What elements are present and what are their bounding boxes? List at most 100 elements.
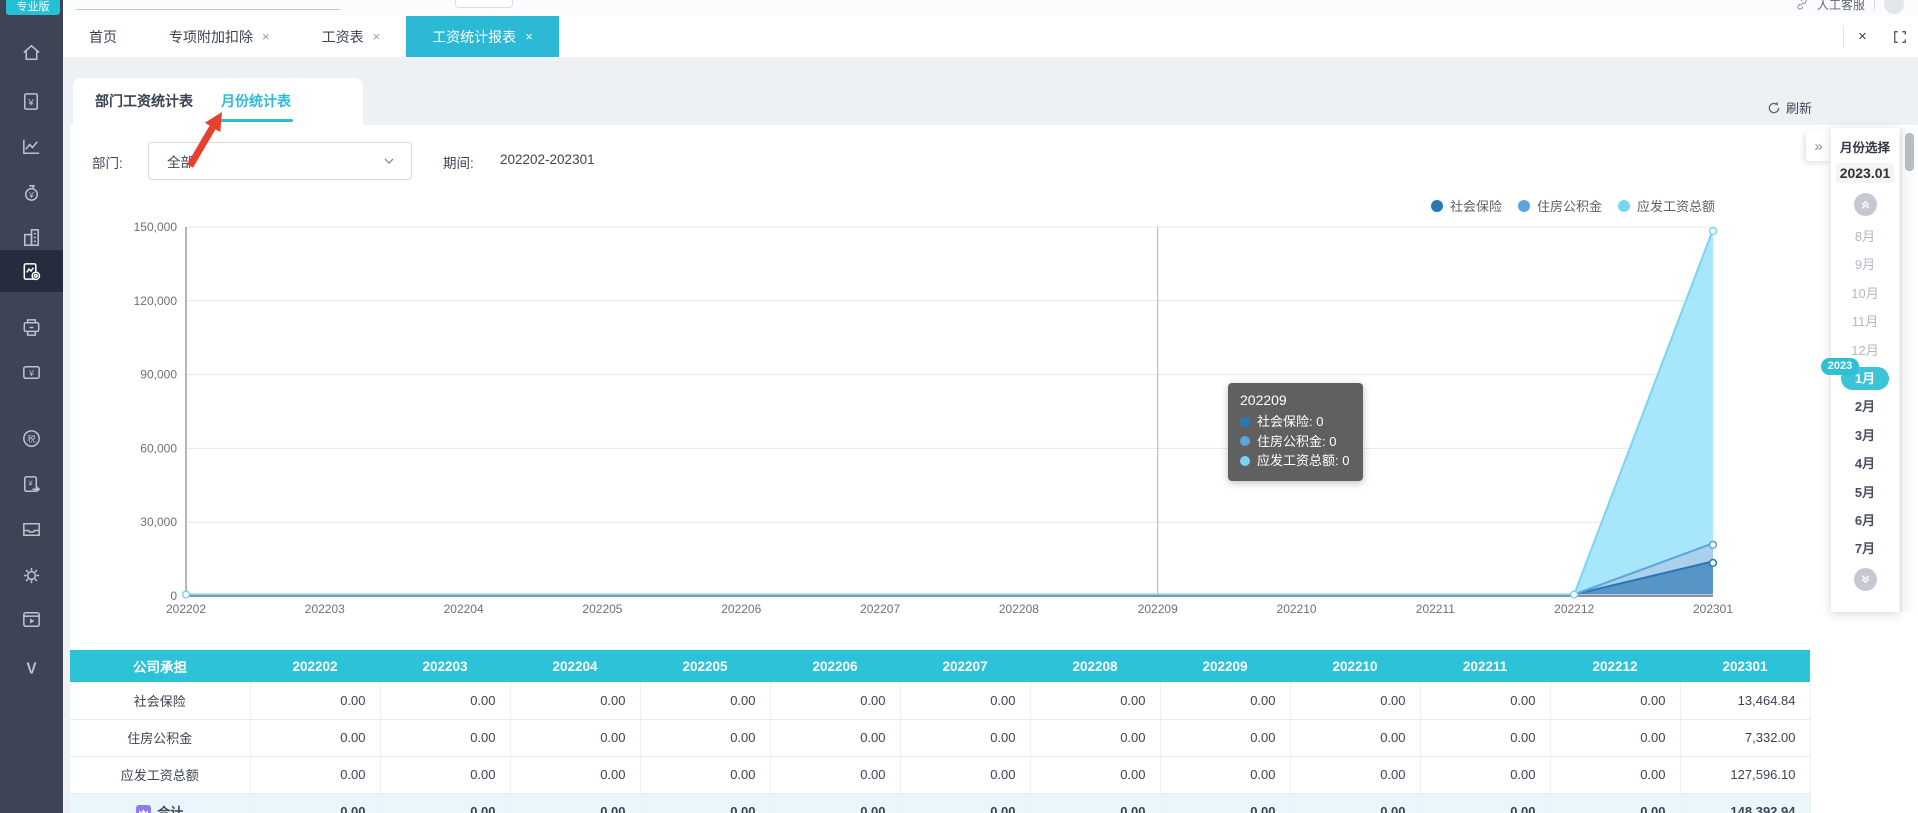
legend-label: 社会保险 [1449, 199, 1502, 214]
tab-close-icon[interactable]: × [372, 29, 381, 44]
legend-dot [1517, 199, 1530, 212]
sidebar-item-home[interactable] [0, 31, 63, 73]
panel-collapse-button[interactable]: » [1806, 131, 1831, 161]
tab-3[interactable]: 工资表 × [296, 16, 407, 57]
table-cell: 0.00 [1030, 793, 1161, 813]
table-cell: 148,392.94 [1680, 793, 1811, 813]
period-label: 期间: [443, 156, 474, 171]
tab-label: 专项附加扣除 [169, 28, 253, 45]
subtab-2[interactable]: 月份统计表 [219, 91, 293, 122]
period-value: 202202-202301 [500, 152, 595, 167]
row-label: 住房公积金 [70, 719, 251, 757]
sidebar-item-report[interactable] [0, 250, 63, 292]
sidebar-item-funds[interactable]: ¥ [0, 171, 63, 213]
table-row: 社会保险 0.00 0.00 0.00 0.00 0.00 0.00 0.00 0.00 0.00… [70, 682, 1811, 720]
subtab-1[interactable]: 部门工资统计表 [95, 92, 193, 109]
tab-close-icon[interactable]: × [525, 29, 533, 44]
table-cell: 0.00 [900, 793, 1031, 813]
month-option[interactable]: 2023 1月 [1821, 357, 1899, 393]
tab-4[interactable]: 工资统计报表 × [406, 16, 559, 57]
svg-text:202205: 202205 [582, 602, 622, 616]
month-option[interactable]: 10月 [1851, 285, 1879, 301]
panel-scrollbar-thumb[interactable] [1905, 133, 1914, 171]
table-header-cell: 202209 [1160, 650, 1290, 682]
avatar[interactable] [1884, 0, 1904, 14]
table-cell: 0.00 [640, 682, 771, 720]
svg-text:202203: 202203 [305, 602, 345, 616]
tab-label: 工资统计报表 [432, 28, 517, 45]
refresh-button[interactable]: 刷新 [1767, 98, 1812, 117]
table-cell: 0.00 [510, 719, 641, 757]
sidebar-item-cashier[interactable]: ¥ [0, 351, 63, 393]
tab-1[interactable]: 首页 [63, 16, 143, 57]
sidebar-item-inbox[interactable] [0, 508, 63, 550]
legend-item[interactable]: 社会保险 [1430, 196, 1502, 215]
month-option[interactable]: 3月 [1854, 427, 1876, 443]
inbox-icon [23, 522, 40, 536]
month-option[interactable]: 9月 [1854, 257, 1876, 273]
table-cell: 0.00 [1160, 756, 1291, 794]
month-option[interactable]: 7月 [1854, 541, 1876, 557]
table-row: 应发工资总额 0.00 0.00 0.00 0.00 0.00 0.00 0.00 0.00 0.… [70, 756, 1811, 794]
svg-text:¥: ¥ [28, 189, 34, 199]
svg-text:90,000: 90,000 [140, 368, 177, 382]
month-option[interactable]: 12月 [1851, 342, 1879, 358]
table-cell: 0.00 [380, 756, 511, 794]
scroll-up-button[interactable] [1853, 193, 1877, 216]
sidebar-item-tutorial[interactable] [0, 598, 63, 640]
svg-text:202209: 202209 [1138, 602, 1178, 616]
chevron-double-up-icon [1861, 200, 1869, 209]
table-row: 住房公积金 0.00 0.00 0.00 0.00 0.00 0.00 0.00 0.00 0.0… [70, 719, 1811, 757]
table-cell: 0.00 [1420, 719, 1551, 757]
table-cell: 0.00 [250, 793, 381, 813]
svg-text:150,000: 150,000 [134, 220, 178, 234]
table-header-cell: 202208 [1030, 650, 1160, 682]
fullscreen-button[interactable] [1881, 16, 1918, 57]
svg-text:202207: 202207 [860, 602, 900, 616]
table-cell: 0.00 [1550, 719, 1681, 757]
month-option[interactable]: 8月 [1854, 229, 1876, 244]
sidebar-item-company[interactable] [0, 216, 63, 258]
sidebar-item-v-logo[interactable]: V [0, 646, 63, 688]
legend-item[interactable]: 应发工资总额 [1617, 196, 1715, 215]
month-option[interactable]: 11月 [1851, 314, 1879, 330]
month-option[interactable]: 4月 [1854, 456, 1876, 472]
v-logo-icon: V [26, 660, 37, 677]
tab-close-icon[interactable]: × [262, 29, 270, 44]
table-cell: 0.00 [770, 719, 901, 757]
sidebar-item-tax[interactable]: 税 [0, 417, 63, 459]
tab-2[interactable]: 专项附加扣除 × [143, 16, 296, 57]
table-cell: 0.00 [1290, 793, 1421, 813]
svg-text:¥: ¥ [27, 97, 34, 108]
header-service-link[interactable]: 人工客服 [1816, 0, 1865, 12]
sidebar-item-invoice[interactable]: ¥ [0, 80, 63, 122]
legend-item[interactable]: 住房公积金 [1517, 196, 1602, 215]
panel-scrollbar [1901, 128, 1916, 612]
table-cell: 0.00 [1030, 756, 1161, 794]
tabbar-separator [1843, 25, 1844, 48]
sidebar-item-transfer[interactable]: ¥ [0, 463, 63, 505]
sidebar-item-settings[interactable] [0, 554, 63, 596]
svg-text:202202: 202202 [166, 602, 206, 616]
tooltip-title: 202209 [1240, 392, 1287, 408]
month-option[interactable]: 6月 [1854, 512, 1876, 528]
scroll-down-button[interactable] [1853, 567, 1877, 591]
sidebar-item-print-invoice[interactable] [0, 306, 63, 348]
chevron-right-double-icon: » [1814, 137, 1823, 155]
table-cell: 0.00 [770, 793, 901, 813]
department-select[interactable]: 全部 [148, 142, 412, 180]
table-row: 合计 0.00 0.00 0.00 0.00 0.00 0.00 0.00 0.00 0.00 0.… [70, 793, 1811, 813]
month-option[interactable]: 2月 [1854, 399, 1876, 415]
analytics-icon [23, 139, 40, 154]
svg-text:税: 税 [27, 432, 36, 443]
total-badge-icon [136, 805, 152, 813]
svg-text:¥: ¥ [28, 367, 34, 377]
close-tab-button[interactable]: × [1858, 28, 1867, 45]
table-header-cell: 202204 [510, 650, 640, 682]
invoice-icon: ¥ [24, 92, 39, 110]
tooltip-row: 应发工资总额: 0 [1240, 451, 1349, 471]
header-button-fragment[interactable] [455, 0, 513, 8]
month-option[interactable]: 5月 [1854, 484, 1876, 500]
sidebar-item-analytics[interactable] [0, 125, 63, 167]
legend-label: 应发工资总额 [1636, 199, 1715, 214]
